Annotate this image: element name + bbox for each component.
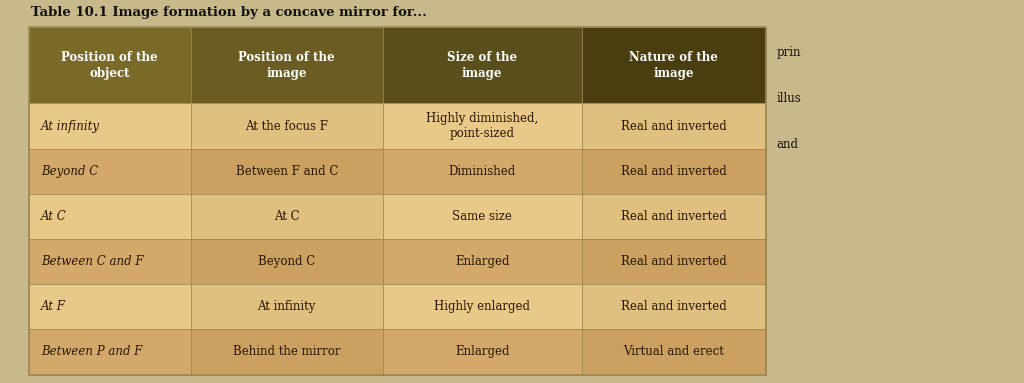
Bar bbox=[582, 284, 766, 329]
Bar bbox=[582, 103, 766, 149]
Text: illus: illus bbox=[776, 92, 801, 105]
Bar bbox=[29, 149, 190, 194]
Text: Between P and F: Between P and F bbox=[41, 345, 142, 358]
Text: At C: At C bbox=[273, 210, 300, 223]
Bar bbox=[190, 194, 383, 239]
Text: Real and inverted: Real and inverted bbox=[621, 165, 727, 178]
Bar bbox=[190, 27, 383, 103]
Text: Beyond C: Beyond C bbox=[41, 165, 98, 178]
Bar bbox=[29, 27, 766, 375]
Bar bbox=[190, 149, 383, 194]
Bar bbox=[29, 239, 190, 284]
Text: Enlarged: Enlarged bbox=[455, 345, 509, 358]
Bar bbox=[383, 284, 582, 329]
Text: Virtual and erect: Virtual and erect bbox=[624, 345, 724, 358]
Bar bbox=[29, 194, 190, 239]
Bar bbox=[582, 329, 766, 375]
Bar bbox=[29, 329, 190, 375]
Bar bbox=[29, 103, 190, 149]
Bar bbox=[190, 239, 383, 284]
Text: Diminished: Diminished bbox=[449, 165, 516, 178]
Text: Position of the
image: Position of the image bbox=[239, 51, 335, 80]
Bar bbox=[190, 329, 383, 375]
Text: and: and bbox=[776, 138, 798, 151]
Bar bbox=[582, 194, 766, 239]
Bar bbox=[383, 329, 582, 375]
Text: Nature of the
image: Nature of the image bbox=[630, 51, 718, 80]
Text: Table 10.1 Image formation by a concave mirror for...: Table 10.1 Image formation by a concave … bbox=[31, 6, 427, 19]
Bar bbox=[190, 103, 383, 149]
Bar bbox=[383, 239, 582, 284]
Bar bbox=[383, 27, 582, 103]
Text: Highly diminished,
point-sized: Highly diminished, point-sized bbox=[426, 112, 539, 140]
Bar bbox=[383, 103, 582, 149]
Text: Real and inverted: Real and inverted bbox=[621, 119, 727, 133]
Text: Highly enlarged: Highly enlarged bbox=[434, 300, 530, 313]
Text: At infinity: At infinity bbox=[41, 119, 100, 133]
Bar bbox=[582, 149, 766, 194]
Text: Real and inverted: Real and inverted bbox=[621, 210, 727, 223]
Bar bbox=[582, 27, 766, 103]
Text: Same size: Same size bbox=[453, 210, 512, 223]
Text: Between F and C: Between F and C bbox=[236, 165, 338, 178]
Text: Real and inverted: Real and inverted bbox=[621, 255, 727, 268]
Bar bbox=[383, 194, 582, 239]
Bar bbox=[383, 149, 582, 194]
Bar bbox=[190, 284, 383, 329]
Text: Beyond C: Beyond C bbox=[258, 255, 315, 268]
Bar bbox=[29, 27, 190, 103]
Text: Between C and F: Between C and F bbox=[41, 255, 143, 268]
Text: At C: At C bbox=[41, 210, 67, 223]
Bar bbox=[29, 284, 190, 329]
Text: Real and inverted: Real and inverted bbox=[621, 300, 727, 313]
Bar bbox=[582, 239, 766, 284]
Text: At F: At F bbox=[41, 300, 66, 313]
Text: At infinity: At infinity bbox=[257, 300, 316, 313]
Text: Position of the
object: Position of the object bbox=[61, 51, 158, 80]
Text: prin: prin bbox=[776, 46, 801, 59]
Text: Size of the
image: Size of the image bbox=[447, 51, 517, 80]
Text: At the focus F: At the focus F bbox=[245, 119, 329, 133]
Text: Behind the mirror: Behind the mirror bbox=[233, 345, 340, 358]
Text: Enlarged: Enlarged bbox=[455, 255, 509, 268]
